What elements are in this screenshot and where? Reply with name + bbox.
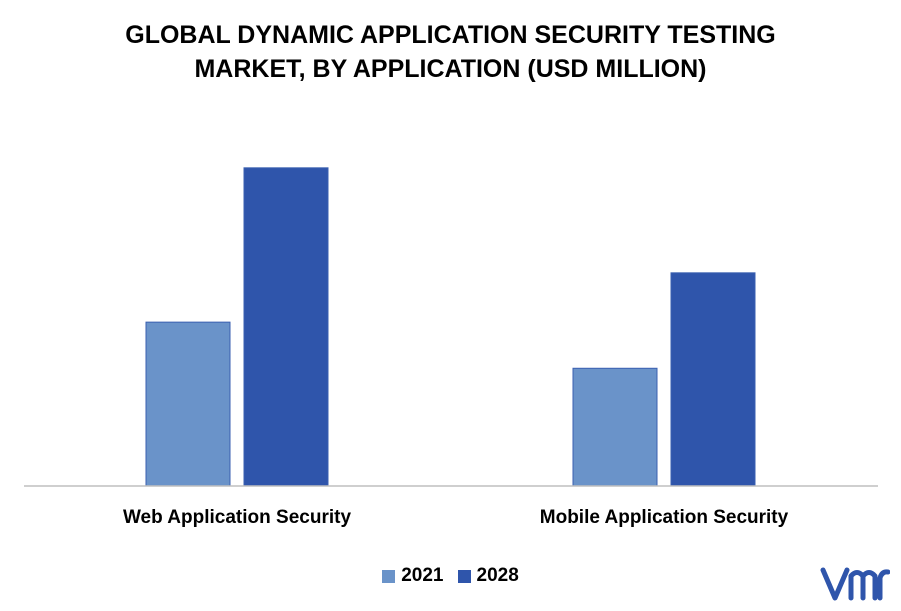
category-label-1: Mobile Application Security bbox=[540, 507, 789, 528]
vmr-logo-icon bbox=[820, 567, 890, 601]
chart-title: GLOBAL DYNAMIC APPLICATION SECURITY TEST… bbox=[0, 18, 901, 86]
bar-2028-0 bbox=[243, 167, 329, 487]
bar-2021-0 bbox=[145, 321, 231, 487]
legend-swatch-2021 bbox=[382, 569, 396, 583]
chart-title-line-1: GLOBAL DYNAMIC APPLICATION SECURITY TEST… bbox=[125, 21, 776, 49]
bar-2028-1 bbox=[670, 272, 756, 487]
category-labels-group: Web Application Security Mobile Applicati… bbox=[123, 507, 789, 528]
legend-swatch-2028 bbox=[457, 569, 471, 583]
legend-item-2028: 2028 bbox=[457, 565, 519, 587]
category-label-0: Web Application Security bbox=[123, 507, 351, 528]
legend-label-2021: 2021 bbox=[401, 565, 444, 586]
bars-group bbox=[145, 167, 756, 487]
legend: 2021 2028 bbox=[0, 565, 901, 587]
legend-label-2028: 2028 bbox=[476, 565, 519, 586]
bar-2021-1 bbox=[572, 367, 658, 487]
chart-title-line-2: MARKET, BY APPLICATION (USD MILLION) bbox=[194, 55, 707, 83]
legend-item-2021: 2021 bbox=[382, 565, 444, 587]
